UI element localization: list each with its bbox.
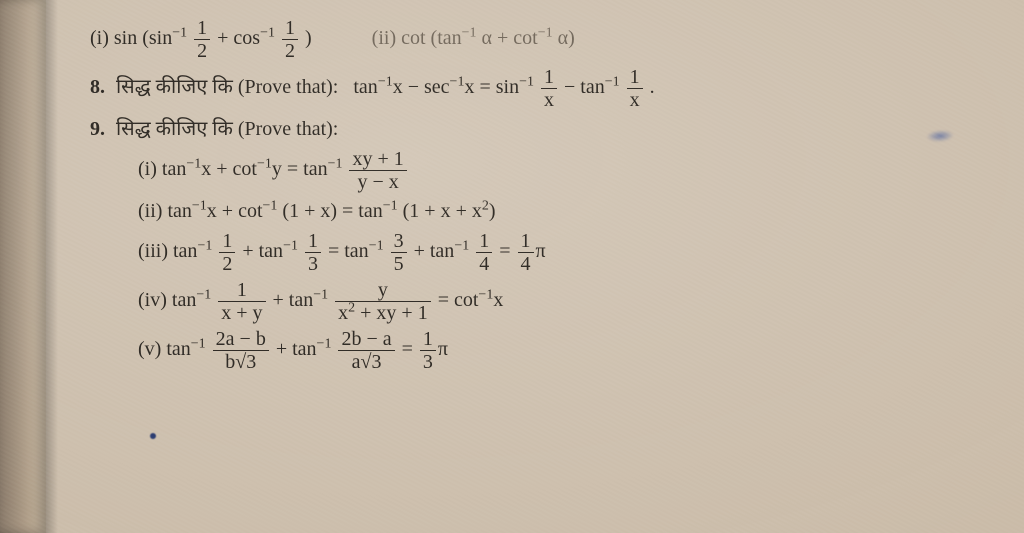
q7-ii-sup2: −1 — [538, 25, 553, 40]
q7-ii: (ii) cot (tan−1 α + cot−1 α) — [372, 25, 575, 52]
q8-lhs-b: sec — [424, 76, 450, 98]
q7-ii-expr: cot (tan — [401, 27, 462, 49]
q8-rhs-b: tan — [580, 76, 604, 98]
q8-lhs-a: tan — [353, 76, 377, 98]
q9-iv-label: (iv) — [138, 289, 167, 311]
q7-i: (i) sin (sin−1 12 + cos−1 12 ) — [90, 18, 312, 61]
q9: 9. सिद्ध कीजिए कि (Prove that): — [90, 116, 1004, 143]
q7-ii-mid: α + cot — [482, 27, 538, 49]
q8-lead: सिद्ध कीजिए कि (Prove that): — [116, 76, 338, 98]
gutter-shadow — [46, 0, 58, 533]
q9-iii-label: (iii) — [138, 240, 168, 262]
pen-dot — [150, 433, 156, 439]
q7-i-label: (i) — [90, 27, 109, 49]
ink-smudge — [926, 129, 955, 143]
q7-i-close: ) — [305, 27, 312, 49]
q7-ii-end: α) — [558, 27, 575, 49]
q9-i: (i) tan−1x + cot−1y = tan−1 xy + 1y − x — [138, 149, 1004, 192]
q7-i-frac2: 12 — [282, 18, 298, 61]
page: (i) sin (sin−1 12 + cos−1 12 ) (ii) cot … — [0, 0, 1024, 533]
q9-i-label: (i) — [138, 158, 157, 180]
q7-ii-label: (ii) — [372, 27, 396, 49]
q7-row: (i) sin (sin−1 12 + cos−1 12 ) (ii) cot … — [90, 18, 1004, 61]
q9-iii: (iii) tan−1 12 + tan−1 13 = tan−1 35 + t… — [138, 231, 1004, 274]
q7-ii-sup1: −1 — [462, 25, 477, 40]
q8: 8. सिद्ध कीजिए कि (Prove that): tan−1x −… — [90, 67, 1004, 110]
q7-i-sup1: −1 — [172, 25, 187, 40]
q8-num: 8. — [90, 76, 105, 98]
q9-ii-label: (ii) — [138, 200, 162, 222]
q7-i-pre: sin (sin — [114, 27, 172, 49]
q8-rhs-a: sin — [496, 76, 519, 98]
q7-i-frac1: 12 — [194, 18, 210, 61]
q9-lead: सिद्ध कीजिए कि (Prove that): — [116, 118, 338, 140]
q9-v: (v) tan−1 2a − bb√3 + tan−1 2b − aa√3 = … — [138, 329, 1004, 372]
q9-v-label: (v) — [138, 338, 161, 360]
q8-rhs-a-frac: 1x — [541, 67, 557, 110]
q8-rhs-b-frac: 1x — [627, 67, 643, 110]
book-spine — [0, 0, 46, 533]
q9-num: 9. — [90, 118, 105, 140]
q9-i-frac: xy + 1y − x — [349, 149, 406, 192]
q9-iv: (iv) tan−1 1x + y + tan−1 y x2 + xy + 1 … — [138, 280, 1004, 323]
q7-i-sup2: −1 — [260, 25, 275, 40]
q7-i-plus: + cos — [217, 27, 260, 49]
q9-ii: (ii) tan−1x + cot−1 (1 + x) = tan−1 (1 +… — [138, 198, 1004, 225]
